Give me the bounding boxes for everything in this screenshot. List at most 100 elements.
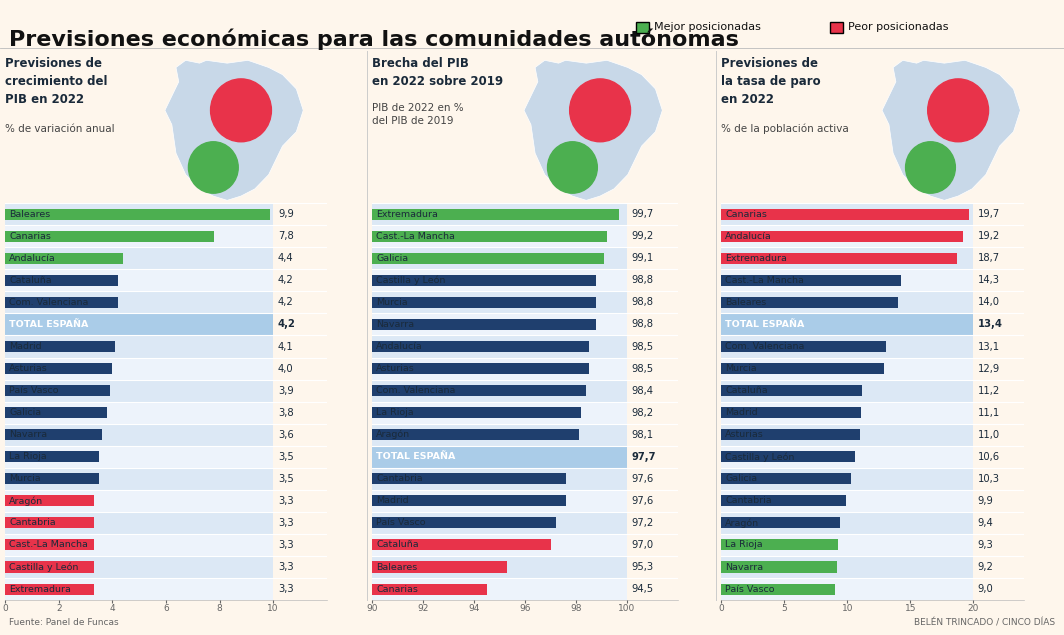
Text: Murcia: Murcia xyxy=(10,474,40,483)
Text: 97,0: 97,0 xyxy=(631,540,653,550)
Text: 4,4: 4,4 xyxy=(278,253,294,264)
Bar xyxy=(721,407,861,418)
Text: 4,2: 4,2 xyxy=(278,297,294,307)
Text: Canarias: Canarias xyxy=(377,585,418,594)
Text: Madrid: Madrid xyxy=(377,497,409,505)
Bar xyxy=(372,314,627,335)
Text: 3,3: 3,3 xyxy=(278,496,294,506)
Text: 97,6: 97,6 xyxy=(631,496,653,506)
Text: Baleares: Baleares xyxy=(726,298,766,307)
Bar xyxy=(372,247,627,269)
Bar xyxy=(5,518,94,528)
Bar xyxy=(372,584,487,594)
Bar xyxy=(372,275,596,286)
Bar xyxy=(372,495,566,506)
Bar xyxy=(721,380,974,402)
Text: 98,5: 98,5 xyxy=(631,364,653,373)
Text: PIB de 2022 en %
del PIB de 2019: PIB de 2022 en % del PIB de 2019 xyxy=(372,103,464,126)
Text: TOTAL ESPAÑA: TOTAL ESPAÑA xyxy=(726,320,804,329)
Text: Navarra: Navarra xyxy=(726,563,763,572)
Bar xyxy=(372,209,619,220)
Text: 9,9: 9,9 xyxy=(978,496,994,506)
Bar xyxy=(721,247,974,269)
Bar xyxy=(721,561,837,573)
Bar xyxy=(5,385,110,396)
Text: Canarias: Canarias xyxy=(10,232,51,241)
Text: Aragón: Aragón xyxy=(10,496,44,505)
Text: BELÉN TRINCADO / CINCO DÍAS: BELÉN TRINCADO / CINCO DÍAS xyxy=(914,618,1055,627)
Text: 98,4: 98,4 xyxy=(631,385,653,396)
Bar xyxy=(721,269,974,291)
Text: Fuente: Panel de Funcas: Fuente: Panel de Funcas xyxy=(9,618,118,627)
Bar xyxy=(372,380,627,402)
Text: 7,8: 7,8 xyxy=(278,231,294,241)
Text: Brecha del PIB
en 2022 sobre 2019: Brecha del PIB en 2022 sobre 2019 xyxy=(372,57,503,88)
Text: Com. Valenciana: Com. Valenciana xyxy=(377,386,455,395)
Circle shape xyxy=(188,142,238,193)
Bar xyxy=(372,203,627,225)
Bar xyxy=(372,253,604,264)
Bar xyxy=(5,253,123,264)
Text: País Vasco: País Vasco xyxy=(377,518,426,528)
Bar xyxy=(721,540,838,551)
Bar xyxy=(5,473,99,485)
Bar xyxy=(372,358,627,380)
Bar xyxy=(721,335,974,358)
Text: Galicia: Galicia xyxy=(10,408,41,417)
Bar xyxy=(372,490,627,512)
Text: Murcia: Murcia xyxy=(726,364,757,373)
Text: 3,6: 3,6 xyxy=(278,430,294,439)
Text: Castilla y León: Castilla y León xyxy=(726,452,795,462)
Bar xyxy=(721,385,863,396)
Text: País Vasco: País Vasco xyxy=(726,585,775,594)
Text: Cast.-La Mancha: Cast.-La Mancha xyxy=(377,232,455,241)
Text: Previsiones de
crecimiento del
PIB en 2022: Previsiones de crecimiento del PIB en 20… xyxy=(5,57,107,106)
Text: 14,3: 14,3 xyxy=(978,276,1000,285)
Bar xyxy=(372,402,627,424)
Bar xyxy=(5,225,273,247)
Text: 94,5: 94,5 xyxy=(631,584,653,594)
Bar xyxy=(5,363,113,374)
Text: 97,2: 97,2 xyxy=(631,518,653,528)
Bar xyxy=(5,297,118,308)
Text: La Rioja: La Rioja xyxy=(10,452,47,461)
Text: 9,4: 9,4 xyxy=(978,518,994,528)
Bar xyxy=(372,225,627,247)
Text: % de la población activa: % de la población activa xyxy=(721,124,849,135)
Text: 3,8: 3,8 xyxy=(278,408,294,418)
Bar xyxy=(5,451,99,462)
Bar xyxy=(5,269,273,291)
Text: Previsiones de
la tasa de paro
en 2022: Previsiones de la tasa de paro en 2022 xyxy=(721,57,821,106)
Text: Andalucía: Andalucía xyxy=(726,232,771,241)
Text: La Rioja: La Rioja xyxy=(726,540,763,549)
Bar xyxy=(5,540,94,551)
Text: Com. Valenciana: Com. Valenciana xyxy=(726,342,804,351)
Text: Navarra: Navarra xyxy=(10,430,48,439)
Text: TOTAL ESPAÑA: TOTAL ESPAÑA xyxy=(10,320,88,329)
Bar xyxy=(5,534,273,556)
Bar xyxy=(721,253,957,264)
Bar xyxy=(721,556,974,578)
Text: 9,0: 9,0 xyxy=(978,584,994,594)
Text: Extremadura: Extremadura xyxy=(10,585,71,594)
Bar xyxy=(721,473,851,485)
Text: 18,7: 18,7 xyxy=(978,253,1000,264)
Bar xyxy=(372,556,627,578)
Text: Mejor posicionadas: Mejor posicionadas xyxy=(654,22,761,32)
Text: 11,1: 11,1 xyxy=(978,408,1000,418)
Text: 98,5: 98,5 xyxy=(631,342,653,352)
Bar xyxy=(5,407,107,418)
Bar xyxy=(372,446,627,468)
Text: Andalucía: Andalucía xyxy=(10,254,56,263)
Bar xyxy=(721,203,974,225)
Text: Cataluña: Cataluña xyxy=(377,540,419,549)
Text: Galicia: Galicia xyxy=(726,474,758,483)
Text: 98,8: 98,8 xyxy=(631,319,653,330)
Text: 10,6: 10,6 xyxy=(978,451,1000,462)
Text: Cast.-La Mancha: Cast.-La Mancha xyxy=(726,276,804,285)
Bar xyxy=(721,584,835,594)
Bar xyxy=(5,247,273,269)
Text: Navarra: Navarra xyxy=(377,320,414,329)
Text: Cast.-La Mancha: Cast.-La Mancha xyxy=(10,540,88,549)
Text: Extremadura: Extremadura xyxy=(726,254,787,263)
